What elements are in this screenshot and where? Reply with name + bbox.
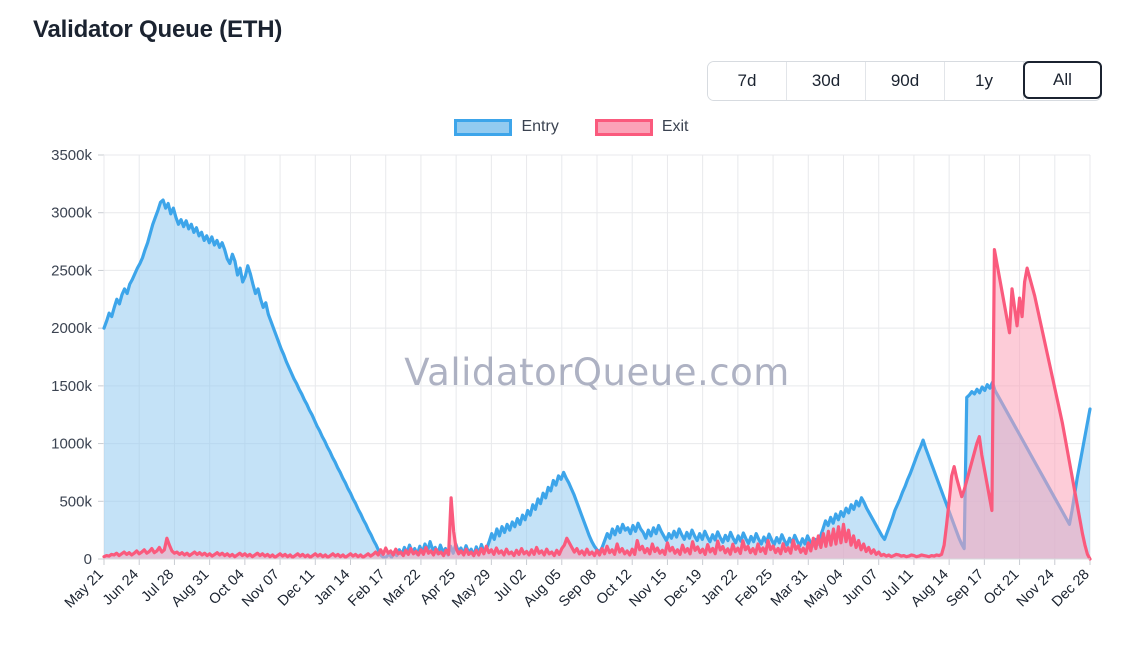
x-axis-label: Feb 17 <box>345 567 388 610</box>
series-area-exit <box>104 249 1090 559</box>
range-button-label: 90d <box>890 71 920 90</box>
y-axis-label: 500k <box>59 493 92 510</box>
y-axis-label: 3000k <box>51 205 92 222</box>
watermark: ValidatorQueue.com <box>404 351 790 394</box>
y-axis-label: 1500k <box>51 378 92 395</box>
validator-queue-chart[interactable]: 0 500k 1000k 1500k 2000k 2500k 3000k 3500k May 2… <box>0 140 1143 659</box>
y-axis-label: 3500k <box>51 147 92 164</box>
x-axis-label: Nov 24 <box>1014 567 1058 611</box>
x-axis-label: Jun 07 <box>839 567 881 609</box>
chart-legend: Entry Exit <box>0 118 1143 136</box>
y-axis-label: 2000k <box>51 320 92 337</box>
x-axis-label: Jan 14 <box>311 567 353 609</box>
x-axis-label: Aug 31 <box>169 567 213 611</box>
range-button-1y[interactable]: 1y <box>945 62 1024 100</box>
x-axis-label: Dec 28 <box>1049 567 1093 611</box>
legend-swatch-entry <box>454 118 513 136</box>
x-axis-label: Aug 05 <box>521 567 565 611</box>
x-axis-label: May 21 <box>62 567 107 612</box>
x-axis-label: Jan 22 <box>699 567 741 609</box>
range-button-label: All <box>1053 70 1072 89</box>
range-button-label: 30d <box>811 71 841 90</box>
y-axis-label: 1000k <box>51 436 92 453</box>
x-axis-label: Nov 07 <box>239 567 283 611</box>
x-axis-label: Sep 17 <box>943 567 987 611</box>
page-title: Validator Queue (ETH) <box>33 16 283 43</box>
range-button-30d[interactable]: 30d <box>787 62 866 100</box>
y-axis-label: 2500k <box>51 262 92 279</box>
x-axis-label: May 04 <box>801 567 846 612</box>
range-selector[interactable]: 7d 30d 90d 1y All <box>707 61 1102 101</box>
x-axis-label: Sep 08 <box>556 567 600 611</box>
legend-swatch-exit <box>594 118 653 136</box>
range-button-90d[interactable]: 90d <box>866 62 945 100</box>
legend-item-exit[interactable]: Exit <box>594 118 689 136</box>
x-axis-label: Dec 11 <box>275 567 318 610</box>
range-button-all[interactable]: All <box>1023 61 1102 99</box>
range-button-7d[interactable]: 7d <box>708 62 787 100</box>
range-button-label: 7d <box>737 71 757 90</box>
x-axis-label: Dec 19 <box>662 567 706 611</box>
x-axis-label: Nov 15 <box>626 567 670 611</box>
series-line-exit[interactable] <box>102 248 1092 561</box>
x-axis-label: May 29 <box>449 567 494 612</box>
x-axis-label: Jun 24 <box>100 567 142 609</box>
y-axis-label: 0 <box>84 551 92 568</box>
x-axis-label: Mar 22 <box>381 567 424 610</box>
legend-label: Entry <box>521 118 559 135</box>
x-axis-label: Aug 14 <box>908 567 952 611</box>
range-button-label: 1y <box>975 71 993 90</box>
x-axis-label: Feb 25 <box>733 567 776 610</box>
legend-label: Exit <box>661 118 689 135</box>
legend-item-entry[interactable]: Entry <box>454 118 559 136</box>
